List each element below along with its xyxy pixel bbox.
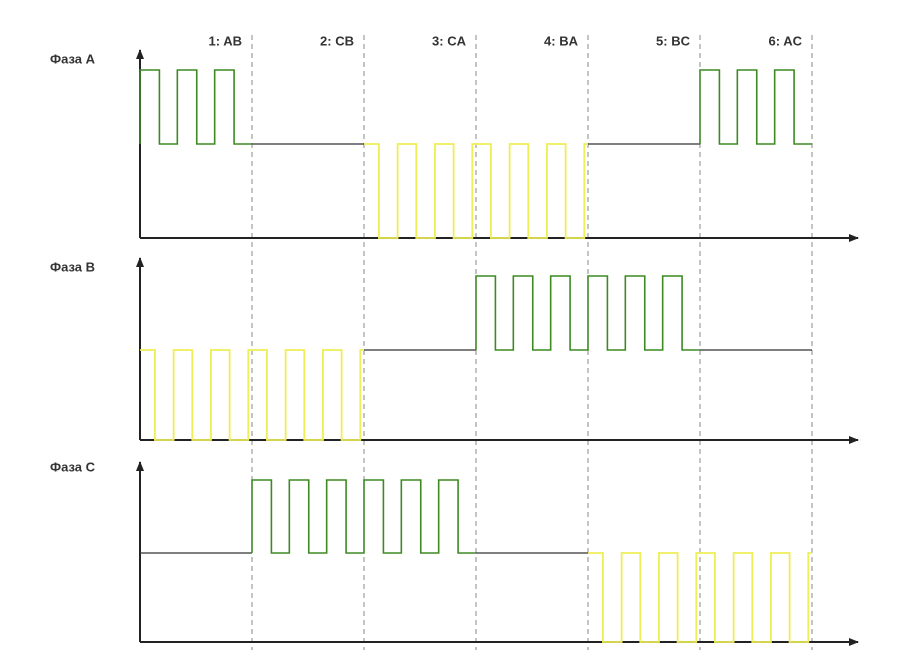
phase-label: Фаза B	[50, 259, 95, 274]
step-label: 1: AB	[209, 33, 242, 48]
pwm-low	[140, 349, 364, 441]
step-label: 5: BC	[656, 33, 691, 48]
step-label: 6: AC	[769, 33, 803, 48]
phase-label: Фаза A	[50, 51, 96, 66]
pwm-high	[699, 69, 812, 145]
pwm-high	[251, 479, 476, 554]
step-label: 2: CB	[320, 33, 354, 48]
pwm-low	[364, 143, 588, 239]
step-label: 4: BA	[544, 33, 579, 48]
step-label: 3: CA	[432, 33, 467, 48]
pwm-high	[139, 69, 252, 145]
phase-label: Фаза C	[50, 459, 96, 474]
pwm-low	[588, 552, 812, 643]
pwm-high	[475, 275, 700, 351]
